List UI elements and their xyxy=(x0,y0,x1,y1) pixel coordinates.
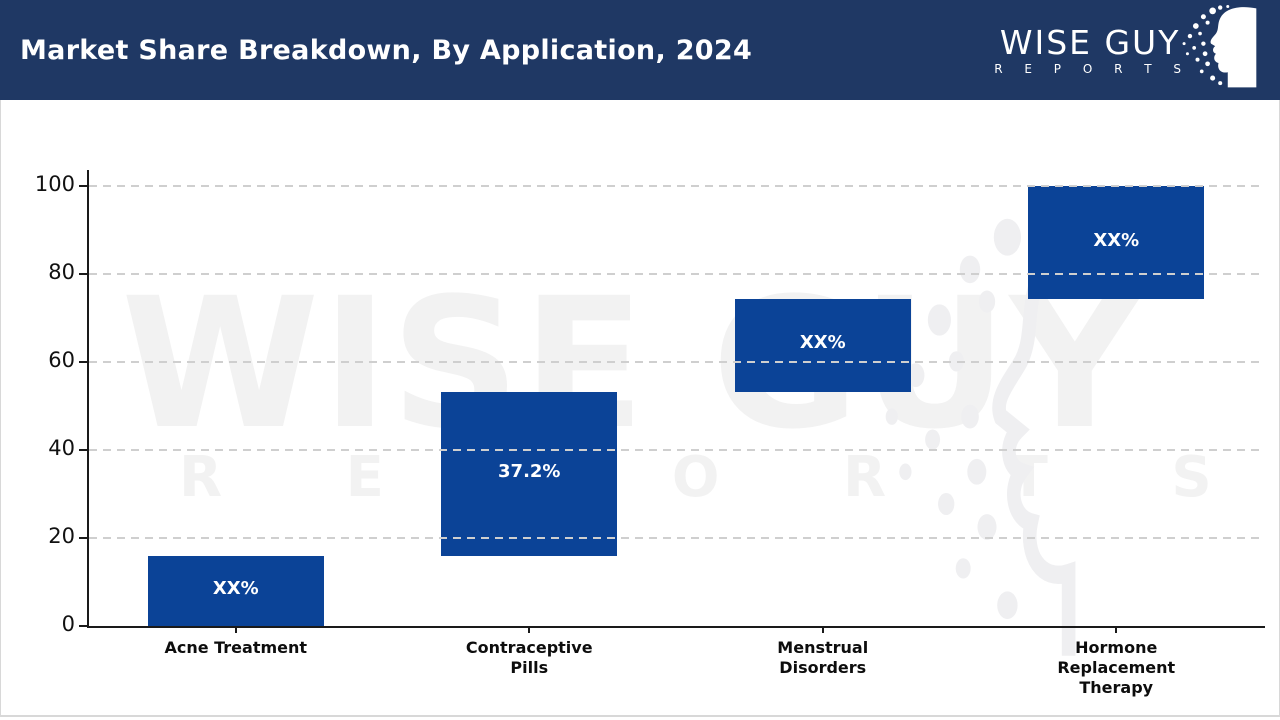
y-axis-tick xyxy=(79,449,87,451)
y-axis-label: 20 xyxy=(48,524,75,548)
y-axis-tick xyxy=(79,625,87,627)
bar: 37.2% xyxy=(441,391,618,556)
y-axis-label: 80 xyxy=(48,260,75,284)
x-axis-label: Hormone Replacement Therapy xyxy=(1006,638,1226,698)
gridline xyxy=(89,449,1263,451)
logo-subtitle: R E P O R T S xyxy=(994,61,1190,76)
bar-value-label: 37.2% xyxy=(498,460,561,482)
x-axis-label-line: Hormone xyxy=(1075,638,1158,657)
y-axis-label: 40 xyxy=(48,436,75,460)
wise-guy-logo: WISE GUY R E P O R T S xyxy=(990,5,1258,89)
gridline xyxy=(89,537,1263,539)
x-axis-label-line: Menstrual xyxy=(777,638,869,657)
y-axis-label: 0 xyxy=(61,612,75,636)
x-axis-label: Menstrual Disorders xyxy=(713,638,933,678)
y-axis-label: 60 xyxy=(48,348,75,372)
y-axis-tick xyxy=(79,537,87,539)
x-axis-label-line: Acne Treatment xyxy=(164,638,308,657)
watermark-subtitle: R E P O R T S xyxy=(179,445,1264,510)
x-axis-label-line: Replacement xyxy=(1057,658,1176,677)
bar-value-label: XX% xyxy=(799,332,846,354)
chart-title: Market Share Breakdown, By Application, … xyxy=(20,34,753,66)
header-bar: Market Share Breakdown, By Application, … xyxy=(0,0,1280,100)
x-axis-tick xyxy=(528,626,531,633)
x-axis-label-line: Therapy xyxy=(1079,678,1154,697)
bar-value-label: XX% xyxy=(1093,229,1140,251)
gridline xyxy=(89,185,1263,187)
x-axis-tick xyxy=(821,626,824,633)
bar: XX% xyxy=(1028,186,1205,300)
x-axis-label: Acne Treatment xyxy=(126,638,346,658)
y-axis-label: 100 xyxy=(34,172,75,196)
y-axis-tick xyxy=(79,273,87,275)
x-axis-tick xyxy=(1115,626,1118,633)
y-axis-line xyxy=(87,170,89,628)
logo-wordmark: WISE GUY xyxy=(999,22,1181,62)
x-axis-line xyxy=(87,626,1265,628)
dotted-head-icon xyxy=(1182,5,1257,88)
watermark-wordmark: WISE GUY xyxy=(121,260,1143,469)
x-axis-label: Contraceptive Pills xyxy=(419,638,639,678)
gridline xyxy=(89,273,1263,275)
y-axis-tick xyxy=(79,361,87,363)
x-axis-label-line: Pills xyxy=(510,658,549,677)
bar: XX% xyxy=(147,555,324,626)
y-axis-tick xyxy=(79,185,87,187)
gridline xyxy=(89,361,1263,363)
bar-value-label: XX% xyxy=(212,577,259,599)
chart-area: WISE GUY R E P O R T S 0 20 40 60 80 100 XX% Ac… xyxy=(0,100,1280,717)
x-axis-label-line: Contraceptive xyxy=(465,638,593,657)
x-axis-tick xyxy=(234,626,237,633)
x-axis-label-line: Disorders xyxy=(779,658,867,677)
bar: XX% xyxy=(734,299,911,392)
